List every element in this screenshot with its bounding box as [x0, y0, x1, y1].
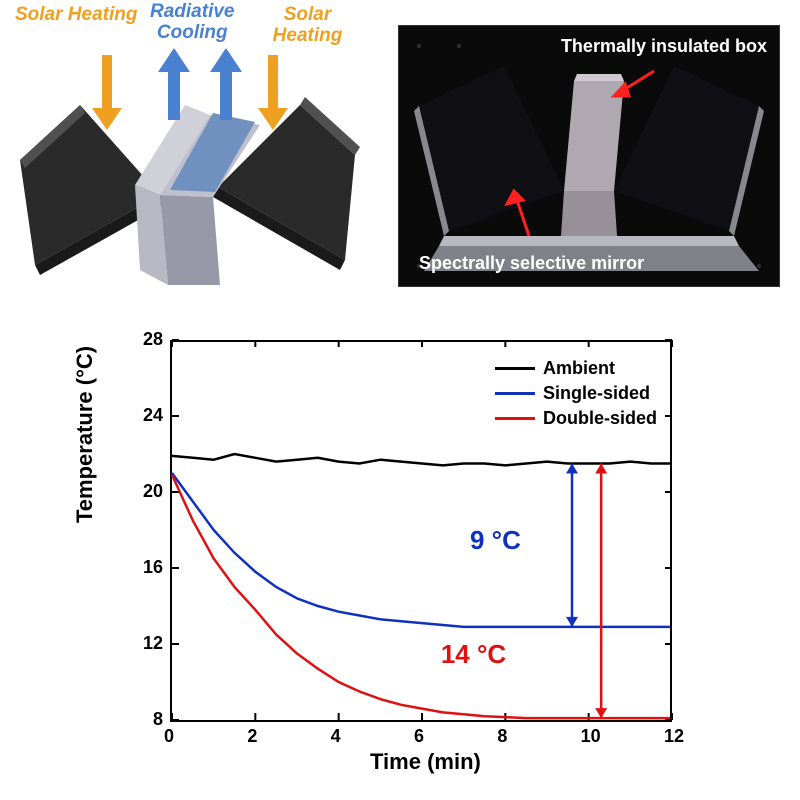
- cooling-arrow-right: [210, 48, 242, 120]
- x-tick-label: 6: [414, 726, 424, 747]
- y-tick-label: 24: [135, 405, 163, 426]
- solar-arrow-right: [258, 55, 288, 130]
- photo-label-mirror: Spectrally selective mirror: [419, 253, 644, 274]
- solar-heating-label-right: Solar Heating: [255, 5, 360, 47]
- chart-annotation: 14 °C: [441, 639, 506, 670]
- x-tick-label: 8: [497, 726, 507, 747]
- series-double-sided: [172, 475, 672, 718]
- solar-heating-label-left: Solar Heating: [15, 5, 137, 26]
- series-single-sided: [172, 473, 672, 627]
- temperature-chart: Temperature (°C) Time (min) AmbientSingl…: [90, 330, 710, 770]
- x-tick-label: 10: [581, 726, 601, 747]
- radiative-cooling-label: Radiative Cooling: [150, 2, 234, 44]
- y-tick-label: 16: [135, 557, 163, 578]
- x-tick-label: 2: [247, 726, 257, 747]
- solar-arrow-left: [92, 55, 122, 130]
- y-tick-label: 20: [135, 481, 163, 502]
- concept-diagram: Solar Heating Solar Heating Radiative Co…: [20, 10, 360, 310]
- delta-arrow: [595, 464, 607, 719]
- x-tick-label: 0: [164, 726, 174, 747]
- chart-legend: Ambient Single-sided Double-sided: [495, 358, 657, 433]
- chart-ylabel: Temperature (°C): [72, 346, 98, 523]
- y-tick-label: 12: [135, 633, 163, 654]
- legend-item: Ambient: [495, 358, 657, 379]
- x-tick-label: 4: [331, 726, 341, 747]
- y-tick-label: 8: [135, 709, 163, 730]
- legend-item: Single-sided: [495, 383, 657, 404]
- delta-arrow: [566, 464, 578, 627]
- experiment-photo: Thermally insulated box Spectrally selec…: [398, 25, 780, 287]
- y-tick-label: 28: [135, 329, 163, 350]
- chart-annotation: 9 °C: [470, 525, 521, 556]
- x-tick-label: 12: [664, 726, 684, 747]
- chart-xlabel: Time (min): [370, 749, 481, 775]
- photo-label-box: Thermally insulated box: [561, 36, 767, 57]
- series-ambient: [172, 454, 672, 465]
- legend-item: Double-sided: [495, 408, 657, 429]
